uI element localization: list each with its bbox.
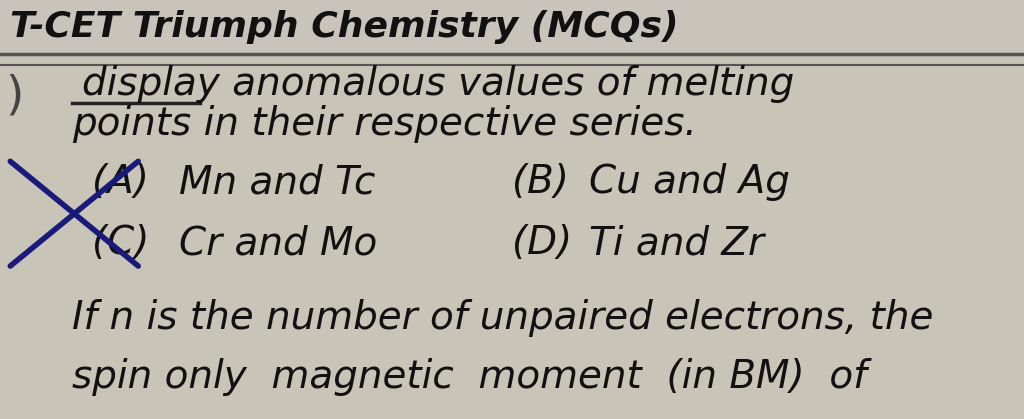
Text: (C): (C) <box>92 224 150 262</box>
Bar <box>0 0 1024 54</box>
Text: points in their respective series.: points in their respective series. <box>72 105 696 142</box>
Text: Cu and Ag: Cu and Ag <box>589 163 790 201</box>
Text: (D): (D) <box>512 224 572 262</box>
Text: Cr and Mo: Cr and Mo <box>179 224 378 262</box>
Text: (A): (A) <box>92 163 150 201</box>
Text: Mn and Tc: Mn and Tc <box>179 163 376 201</box>
Text: ): ) <box>5 74 24 119</box>
Text: spin only  magnetic  moment  (in BM)  of: spin only magnetic moment (in BM) of <box>72 358 866 396</box>
Text: display anomalous values of melting: display anomalous values of melting <box>82 65 795 103</box>
Text: (B): (B) <box>512 163 569 201</box>
Text: If n is the number of unpaired electrons, the: If n is the number of unpaired electrons… <box>72 300 933 337</box>
Text: T-CET Triumph Chemistry (MCQs): T-CET Triumph Chemistry (MCQs) <box>10 10 679 44</box>
Text: Ti and Zr: Ti and Zr <box>589 224 764 262</box>
